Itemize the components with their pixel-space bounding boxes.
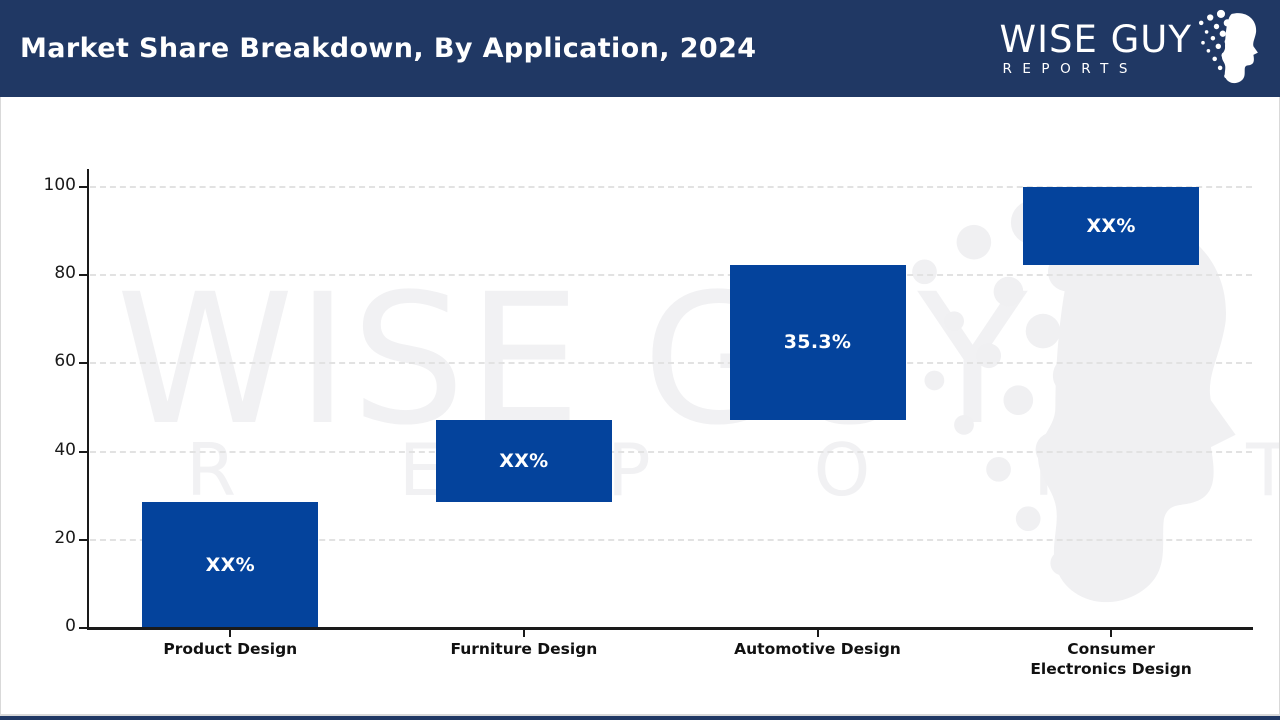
- y-tick-label-0: 0: [65, 616, 76, 636]
- bar-automotive-design: 35.3%: [729, 264, 906, 421]
- y-tick-label-40: 40: [54, 439, 76, 460]
- bar-value-label: XX%: [1086, 214, 1136, 237]
- x-axis-line: [87, 627, 1253, 630]
- x-category-label-1: Furniture Design: [450, 640, 598, 658]
- header-bar: Market Share Breakdown, By Application, …: [0, 0, 1280, 97]
- x-tick-mark-3: [1110, 630, 1113, 637]
- footer-accent-strip: [0, 716, 1280, 720]
- bottom-hairline: [0, 714, 1280, 716]
- bar-value-label: XX%: [205, 554, 255, 577]
- x-tick-mark-0: [229, 630, 232, 637]
- logo-subtitle: REPORTS: [1002, 60, 1138, 77]
- bar-consumer-electronics-design: XX%: [1023, 187, 1200, 265]
- logo-face-icon: [1198, 9, 1258, 83]
- wise-guy-reports-logo: WISE GUY REPORTS: [1000, 7, 1266, 91]
- y-tick-mark-60: [79, 362, 87, 365]
- gridline-60: [90, 362, 1252, 365]
- y-tick-mark-100: [79, 186, 87, 188]
- y-tick-label-20: 20: [54, 527, 76, 548]
- y-tick-label-80: 80: [54, 263, 76, 284]
- bar-product-design: XX%: [142, 502, 319, 628]
- gridline-80: [90, 274, 1252, 277]
- y-tick-mark-80: [79, 274, 87, 277]
- x-tick-mark-1: [522, 630, 525, 637]
- gridline-40: [90, 450, 1252, 453]
- logo-text: WISE GUY REPORTS: [1000, 21, 1192, 77]
- x-category-label-0: Product Design: [163, 640, 298, 658]
- page-title: Market Share Breakdown, By Application, …: [20, 33, 757, 64]
- bar-value-label: 35.3%: [783, 331, 852, 354]
- x-tick-mark-2: [816, 630, 819, 637]
- y-tick-label-100: 100: [43, 175, 76, 195]
- bar-value-label: XX%: [499, 450, 549, 473]
- x-category-label-2: Automotive Design: [734, 640, 901, 658]
- y-tick-mark-20: [79, 538, 87, 541]
- gridline-20: [90, 538, 1252, 541]
- bar-furniture-design: XX%: [435, 420, 612, 503]
- logo-wordmark: WISE GUY: [999, 17, 1192, 61]
- left-border: [0, 97, 1, 720]
- y-tick-mark-0: [79, 627, 87, 629]
- gridline-100: [90, 186, 1252, 188]
- x-category-label-3: Consumer Electronics Design: [1030, 640, 1192, 678]
- y-tick-mark-40: [79, 450, 87, 453]
- y-tick-label-60: 60: [54, 351, 76, 372]
- y-axis-line: [87, 169, 89, 630]
